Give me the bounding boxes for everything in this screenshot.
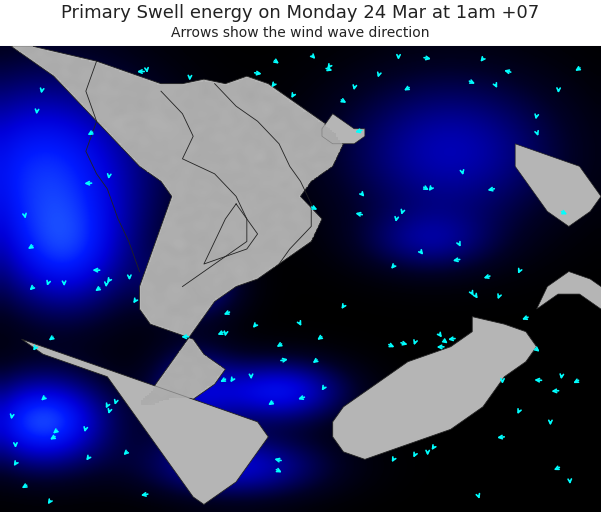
Text: Primary Swell energy on Monday 24 Mar at 1am +07: Primary Swell energy on Monday 24 Mar at…	[61, 4, 540, 22]
Polygon shape	[11, 46, 343, 407]
Polygon shape	[515, 144, 601, 226]
Polygon shape	[537, 271, 601, 316]
Polygon shape	[22, 339, 268, 504]
Polygon shape	[322, 114, 365, 144]
Text: Arrows show the wind wave direction: Arrows show the wind wave direction	[171, 26, 430, 40]
Polygon shape	[333, 316, 537, 459]
